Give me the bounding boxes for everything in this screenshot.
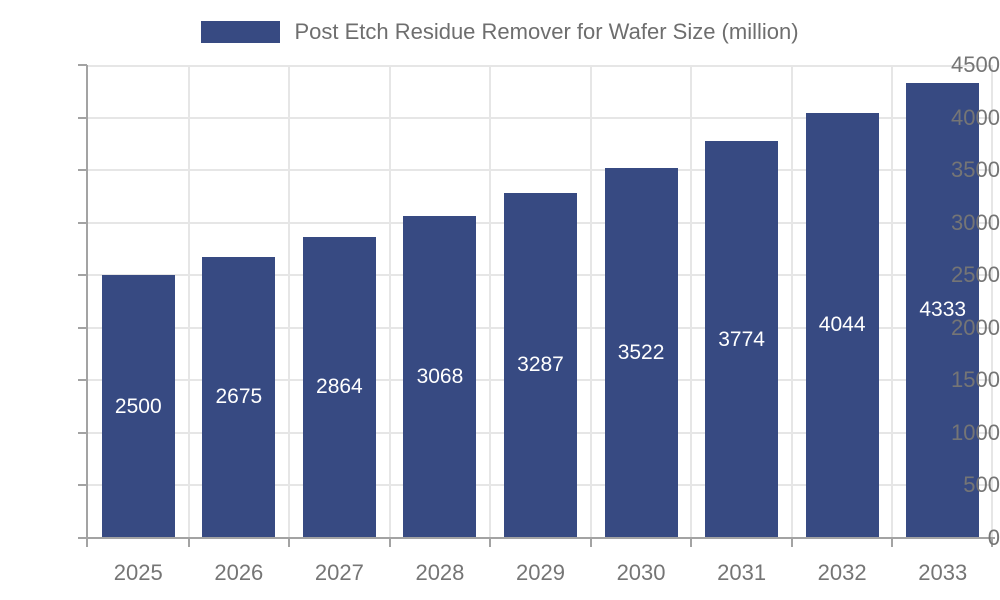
y-axis-line	[86, 65, 88, 547]
gridline-horizontal	[88, 116, 993, 119]
y-tick-label: 1000	[951, 419, 1000, 445]
y-tick-label: 3500	[951, 157, 1000, 183]
gridline-vertical	[991, 65, 993, 538]
bar: 4044	[805, 112, 879, 538]
y-tick-mark	[78, 64, 87, 66]
bar: 3287	[504, 192, 577, 538]
x-tick-mark	[187, 538, 190, 547]
x-tick-label: 2031	[717, 560, 767, 585]
bar-value-label: 2675	[215, 385, 263, 409]
gridline-vertical	[288, 65, 291, 538]
bar: 3068	[403, 215, 477, 538]
plot-area: 2500 2675 2864 3068 3287 3522 3774 4044 4333	[88, 65, 993, 538]
y-tick-label: 2500	[951, 262, 1000, 288]
bar: 4333	[906, 82, 980, 538]
bar-value-label: 4044	[818, 313, 866, 337]
bar-value-label: 3774	[718, 327, 765, 351]
gridline-horizontal	[88, 169, 993, 172]
x-tick-label: 2029	[516, 560, 565, 585]
bar: 2675	[202, 256, 276, 538]
legend-swatch	[201, 21, 281, 44]
legend-label: Post Etch Residue Remover for Wafer Size…	[294, 19, 799, 44]
chart-legend[interactable]: Post Etch Residue Remover for Wafer Size…	[0, 19, 1000, 44]
y-tick-mark	[78, 169, 87, 172]
y-tick-mark	[78, 379, 87, 382]
bar: 2864	[302, 236, 376, 538]
bar-value-label: 3522	[617, 340, 665, 364]
y-tick-label: 1500	[951, 367, 1000, 393]
gridline-vertical	[690, 65, 693, 538]
y-tick-mark	[78, 484, 87, 487]
gridline-vertical	[790, 65, 793, 538]
y-tick-mark	[78, 431, 87, 434]
x-tick-mark	[589, 538, 592, 547]
x-tick-mark	[388, 538, 391, 547]
x-tick-mark	[891, 538, 894, 547]
y-tick-mark	[78, 274, 87, 277]
x-axis-line	[78, 537, 995, 539]
y-tick-mark	[78, 537, 87, 539]
gridline-vertical	[589, 65, 592, 538]
y-tick-label: 0	[987, 525, 1000, 550]
y-tick-mark	[78, 116, 87, 119]
bar-value-label: 4333	[919, 298, 967, 322]
x-tick-label: 2027	[314, 560, 364, 585]
x-tick-label: 2025	[113, 560, 163, 585]
y-tick-mark	[78, 326, 87, 329]
y-tick-label: 500	[963, 472, 1000, 498]
gridline-vertical	[489, 65, 492, 538]
bar-value-label: 2500	[114, 394, 162, 418]
x-tick-mark	[991, 538, 993, 547]
bar-value-label: 3287	[517, 353, 564, 377]
x-tick-label: 2028	[415, 560, 465, 585]
gridline-vertical	[187, 65, 190, 538]
y-tick-mark	[78, 221, 87, 224]
y-tick-label: 4500	[951, 52, 1000, 77]
y-tick-label: 4000	[951, 104, 1000, 130]
x-tick-label: 2032	[817, 560, 867, 585]
x-tick-label: 2026	[214, 560, 264, 585]
x-tick-mark	[489, 538, 492, 547]
gridline-vertical	[388, 65, 391, 538]
bar-value-label: 3068	[416, 364, 464, 388]
bar: 2500	[101, 275, 175, 538]
bar-value-label: 2864	[316, 375, 363, 399]
x-tick-label: 2030	[616, 560, 666, 585]
y-tick-label: 2000	[951, 314, 1000, 340]
x-tick-mark	[790, 538, 793, 547]
gridline-horizontal	[88, 65, 993, 67]
x-tick-mark	[690, 538, 693, 547]
gridline-vertical	[891, 65, 894, 538]
x-tick-mark	[288, 538, 291, 547]
bar: 3522	[604, 167, 678, 538]
y-tick-label: 3000	[951, 209, 1000, 235]
x-tick-label: 2033	[918, 560, 968, 585]
bar: 3774	[705, 141, 779, 538]
